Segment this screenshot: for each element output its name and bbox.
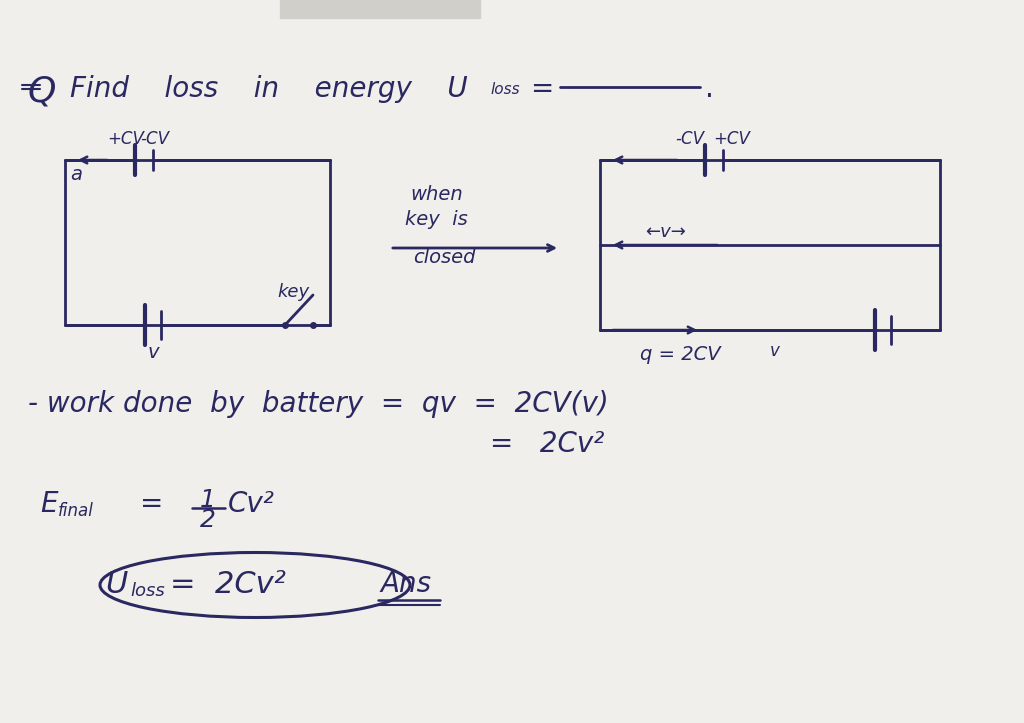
Text: =  2Cv²: = 2Cv² bbox=[170, 570, 286, 599]
Text: loss: loss bbox=[490, 82, 519, 97]
Text: key: key bbox=[278, 283, 309, 301]
Text: -CV: -CV bbox=[675, 130, 705, 148]
Text: =   2Cv²: = 2Cv² bbox=[490, 430, 604, 458]
Text: +CV: +CV bbox=[106, 130, 144, 148]
Text: when: when bbox=[410, 185, 463, 204]
Text: a: a bbox=[70, 165, 82, 184]
Text: E: E bbox=[40, 490, 57, 518]
Text: key  is: key is bbox=[406, 210, 468, 229]
Text: final: final bbox=[58, 502, 94, 520]
Text: U: U bbox=[105, 570, 127, 599]
Text: +CV: +CV bbox=[713, 130, 750, 148]
Text: Find    loss    in    energy    U: Find loss in energy U bbox=[70, 75, 468, 103]
Bar bbox=[280, 0, 480, 18]
Text: 1: 1 bbox=[200, 488, 216, 512]
Text: =: = bbox=[530, 75, 553, 103]
Text: q = 2CV: q = 2CV bbox=[640, 345, 721, 364]
Text: -CV: -CV bbox=[140, 130, 169, 148]
Text: =: = bbox=[140, 490, 164, 518]
Text: closed: closed bbox=[413, 248, 475, 267]
Text: .: . bbox=[705, 75, 714, 103]
Text: ←v→: ←v→ bbox=[645, 223, 686, 241]
Text: loss: loss bbox=[130, 582, 165, 600]
Text: Q: Q bbox=[28, 75, 56, 109]
Text: v: v bbox=[148, 343, 160, 362]
Text: - work done  by  battery  =  qv  =  2CV(v): - work done by battery = qv = 2CV(v) bbox=[28, 390, 608, 418]
Text: Cv²: Cv² bbox=[228, 490, 274, 518]
Text: 2: 2 bbox=[200, 508, 216, 532]
Text: Ans: Ans bbox=[380, 570, 431, 598]
Text: v: v bbox=[770, 342, 780, 360]
